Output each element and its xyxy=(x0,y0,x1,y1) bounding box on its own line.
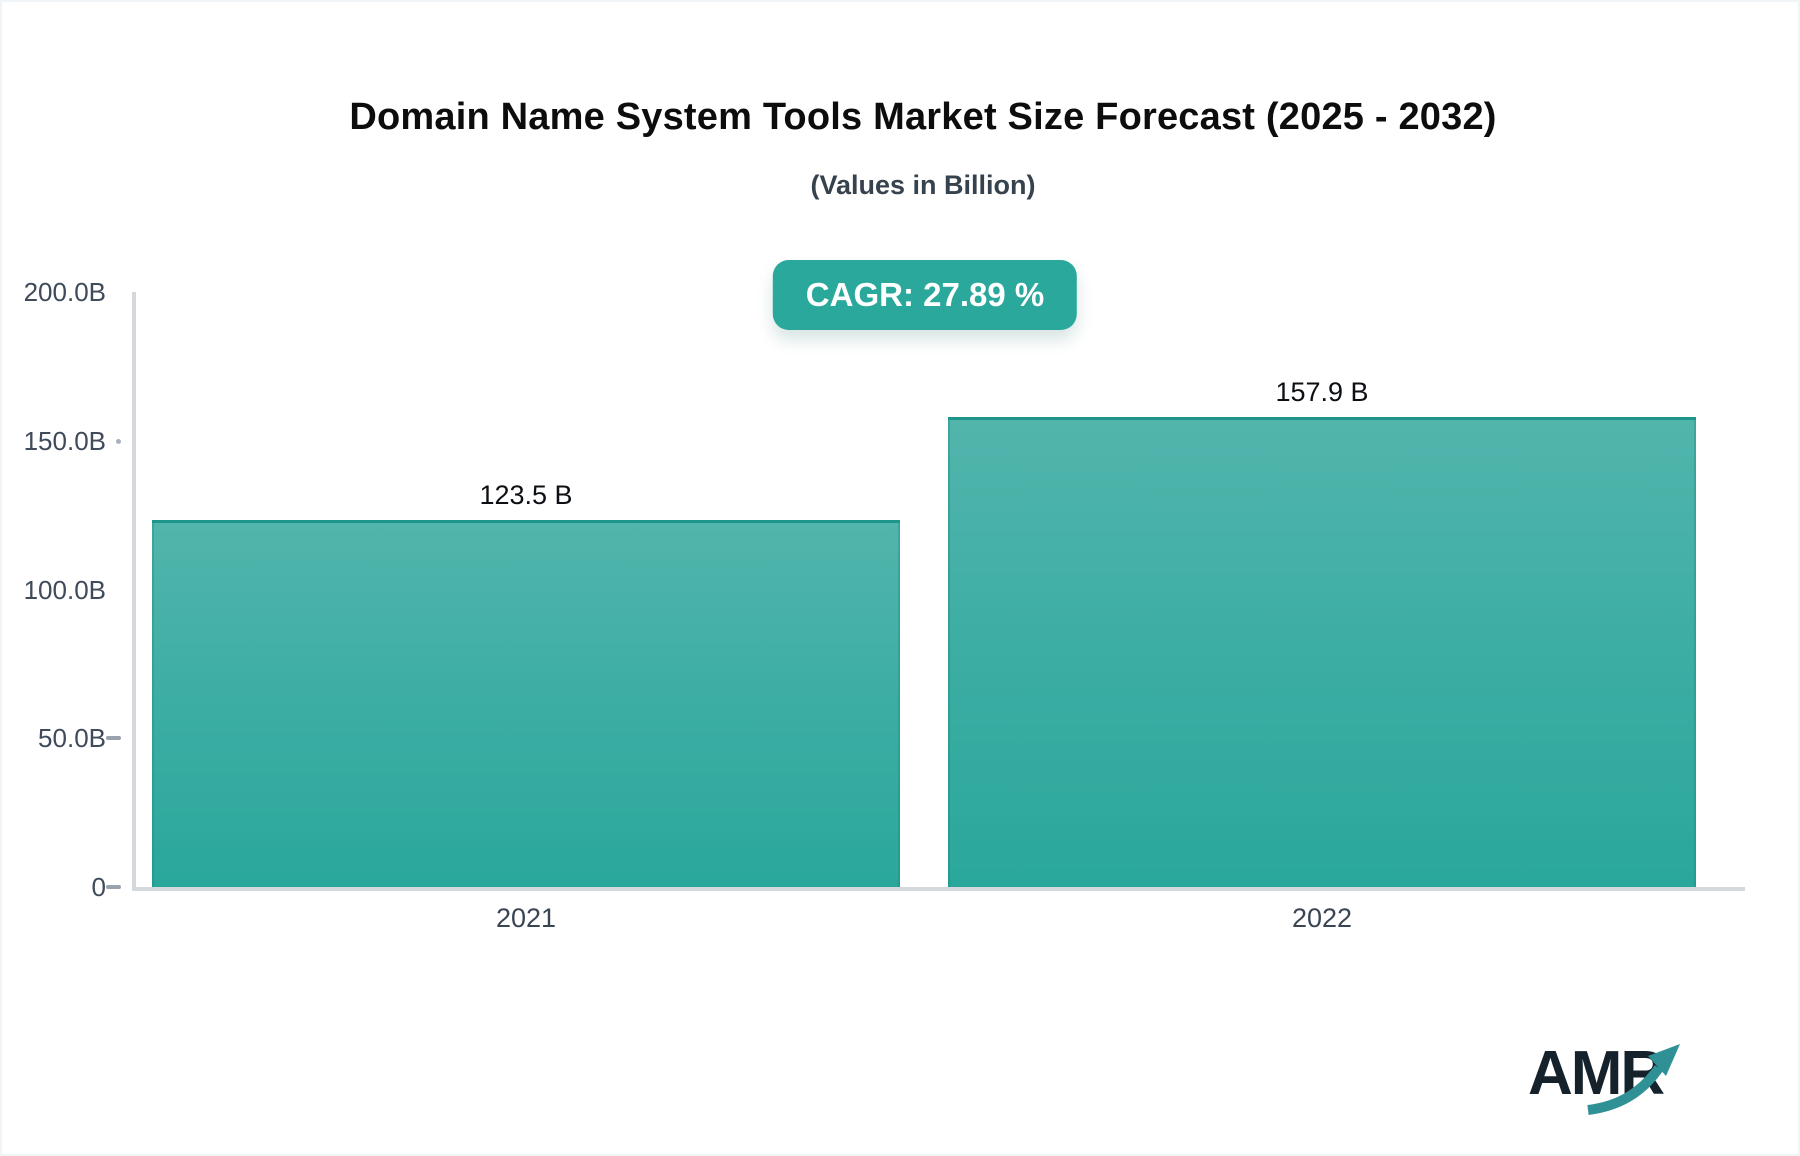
y-axis-tickmark xyxy=(116,439,121,444)
plot-area: 123.5 B 2021 157.9 B 2022 xyxy=(132,292,1745,933)
amr-logo: AMR xyxy=(1528,1028,1708,1118)
x-axis-label-2022: 2022 xyxy=(1291,903,1353,933)
bar-value-label-2021: 123.5 B xyxy=(479,479,573,510)
y-axis-line xyxy=(132,292,136,891)
y-axis-tickmark xyxy=(106,885,121,889)
bar-value-label-2022: 157.9 B xyxy=(1275,377,1369,408)
bar-group-2022: 157.9 B 2022 xyxy=(948,292,1696,933)
x-axis-line xyxy=(132,887,1745,891)
y-axis-tick-label: 50.0B xyxy=(38,723,106,754)
y-axis-tick-label: 100.0B xyxy=(23,574,106,605)
y-axis-tick-label: 150.0B xyxy=(23,425,106,456)
bar-2022 xyxy=(948,417,1696,887)
chart-title: Domain Name System Tools Market Size For… xyxy=(349,96,1497,138)
chart-subtitle: (Values in Billion) xyxy=(810,170,1036,200)
y-axis-tick-label: 200.0B xyxy=(23,277,106,307)
amr-logo-graphic: AMR xyxy=(1528,1039,1680,1115)
cagr-badge: CAGR: 27.89 % xyxy=(772,260,1078,330)
trend-arrow-icon xyxy=(1587,1044,1680,1115)
x-axis-label-2021: 2021 xyxy=(495,903,557,933)
y-axis-tickmark xyxy=(106,736,121,740)
bar-group-2021: 123.5 B 2021 xyxy=(152,292,900,933)
amr-logo-text: AMR xyxy=(1528,1039,1664,1108)
bar-2021 xyxy=(152,519,900,887)
y-axis-tick-label: 0 xyxy=(91,872,106,902)
